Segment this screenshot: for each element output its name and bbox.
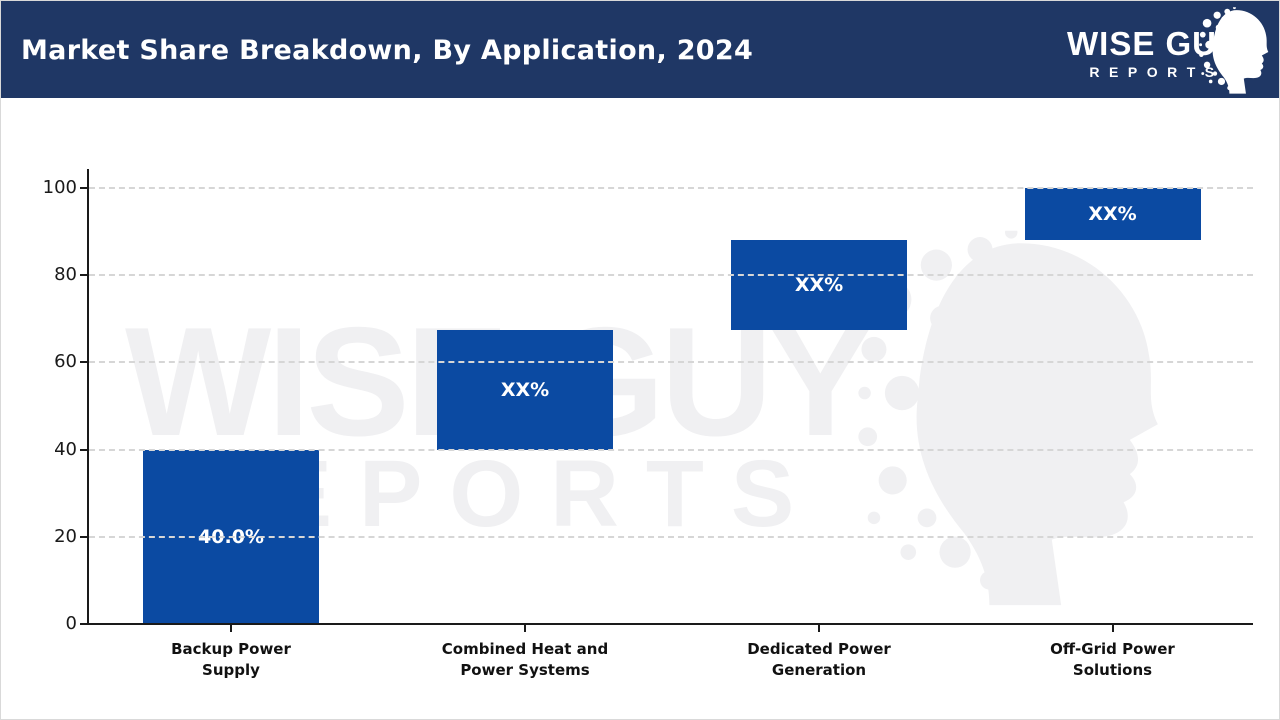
y-tick-label-40: 40	[54, 438, 77, 460]
y-tick-mark-0	[80, 623, 87, 625]
bar-dedicated-power-generation: XX%	[731, 240, 907, 330]
y-tick-mark-80	[80, 274, 87, 277]
bar-value-label-combined-heat-and-power-systems: XX%	[500, 378, 550, 401]
gridline-100	[89, 187, 1253, 189]
y-tick-mark-20	[80, 535, 87, 538]
bar-value-label-off-grid-power-solutions: XX%	[1088, 203, 1137, 226]
y-axis-line	[87, 169, 89, 624]
x-tick-mark-backup-power-supply	[230, 624, 232, 632]
bar-off-grid-power-solutions: XX%	[1024, 188, 1201, 241]
x-category-label-off-grid-power-solutions: Off-Grid Power Solutions	[1050, 640, 1175, 679]
y-tick-label-80: 80	[54, 264, 77, 286]
gridline-40	[89, 448, 1253, 451]
y-tick-label-0: 0	[65, 613, 77, 634]
x-category-label-backup-power-supply: Backup Power Supply	[171, 640, 291, 679]
bar-combined-heat-and-power-systems: XX%	[437, 329, 613, 450]
x-tick-mark-off-grid-power-solutions	[1111, 624, 1114, 632]
brand-logo: WISE GUY REPORTS	[1031, 5, 1271, 95]
y-tick-label-20: 20	[54, 525, 77, 547]
plot-area: WISE GUY REPORTS 0 20 40 60 80 100 40.0% Backup…	[1, 98, 1279, 719]
x-category-label-combined-heat-and-power-systems: Combined Heat and Power Systems	[441, 640, 609, 679]
y-tick-mark-60	[80, 361, 87, 364]
header-bar: Market Share Breakdown, By Application, …	[1, 1, 1279, 98]
gridline-20	[89, 535, 1253, 538]
y-tick-mark-100	[80, 187, 87, 189]
brand-subtitle: REPORTS	[1089, 64, 1224, 80]
y-tick-mark-40	[80, 448, 87, 451]
x-tick-mark-dedicated-power-generation	[818, 624, 820, 632]
gridline-60	[89, 361, 1253, 364]
chart-title: Market Share Breakdown, By Application, …	[21, 35, 754, 66]
y-tick-label-100: 100	[42, 177, 77, 198]
x-tick-mark-combined-heat-and-power-systems	[524, 624, 526, 632]
gridline-80	[89, 274, 1253, 277]
y-tick-label-60: 60	[54, 351, 77, 373]
x-category-label-dedicated-power-generation: Dedicated Power Generation	[747, 640, 891, 679]
x-axis-line	[87, 623, 1253, 625]
head-profile-dots-icon	[1197, 7, 1269, 94]
bar-value-label-dedicated-power-generation: XX%	[794, 274, 844, 296]
